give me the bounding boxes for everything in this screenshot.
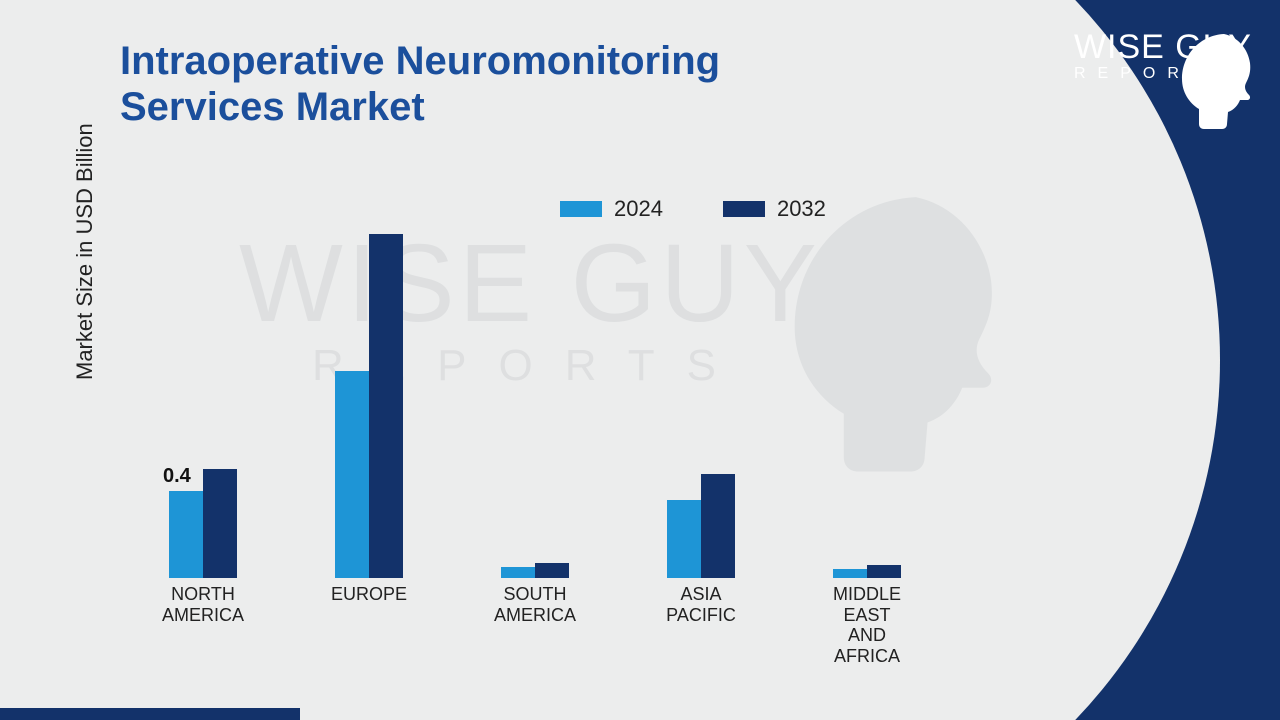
bar	[667, 500, 701, 578]
legend-item-2032: 2032	[723, 196, 826, 222]
bar	[701, 474, 735, 578]
category-label: SOUTH AMERICA	[494, 584, 576, 625]
bar-pair	[501, 563, 569, 578]
legend: 2024 2032	[560, 196, 826, 222]
category-label: ASIA PACIFIC	[666, 584, 736, 625]
bar-pair	[833, 565, 901, 578]
bar-chart: NORTH AMERICAEUROPESOUTH AMERICAASIA PAC…	[120, 230, 950, 578]
category-label: EUROPE	[331, 584, 407, 605]
bar	[535, 563, 569, 578]
category-label: MIDDLE EAST AND AFRICA	[833, 584, 901, 667]
bar	[501, 567, 535, 578]
legend-label-2032: 2032	[777, 196, 826, 222]
chart-canvas: WISE GUY REPORTS WISE GUY REPORTS Intrao…	[0, 0, 1280, 720]
legend-item-2024: 2024	[560, 196, 663, 222]
bar	[335, 371, 369, 578]
bar	[169, 491, 203, 578]
legend-swatch-2032	[723, 201, 765, 217]
legend-label-2024: 2024	[614, 196, 663, 222]
legend-swatch-2024	[560, 201, 602, 217]
bar-pair	[667, 474, 735, 578]
brand-name: WISE GUY	[1074, 28, 1252, 67]
footer-accent-bar	[0, 708, 300, 720]
brand-logo: WISE GUY REPORTS	[1074, 28, 1252, 83]
value-label: 0.4	[163, 465, 191, 488]
brand-subname: REPORTS	[1074, 65, 1252, 83]
bar	[203, 469, 237, 578]
bar	[369, 234, 403, 578]
bar-pair	[335, 234, 403, 578]
category-label: NORTH AMERICA	[162, 584, 244, 625]
chart-title: Intraoperative Neuromonitoring Services …	[120, 38, 800, 130]
y-axis-label: Market Size in USD Billion	[72, 123, 98, 380]
bar	[867, 565, 901, 578]
bar	[833, 569, 867, 578]
